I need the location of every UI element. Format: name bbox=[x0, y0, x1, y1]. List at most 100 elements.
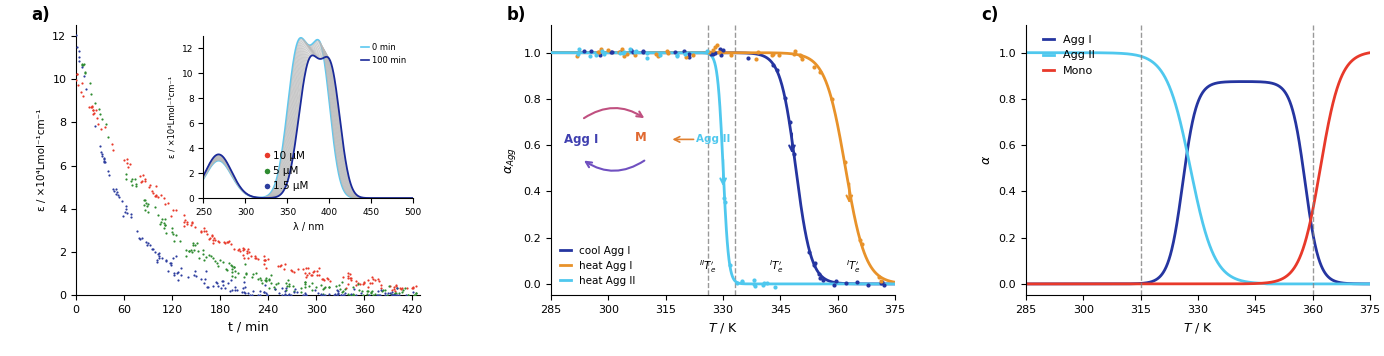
5 μM bbox=[217, 260, 239, 266]
1.5 μM bbox=[202, 283, 224, 288]
10 μM bbox=[281, 268, 303, 274]
1.5 μM bbox=[93, 159, 115, 165]
10 μM bbox=[194, 228, 216, 234]
10 μM bbox=[198, 236, 220, 242]
10 μM bbox=[159, 213, 181, 218]
5 μM bbox=[278, 281, 300, 287]
10 μM bbox=[147, 194, 169, 200]
5 μM bbox=[374, 287, 396, 293]
1.5 μM bbox=[303, 287, 325, 293]
10 μM bbox=[134, 178, 156, 184]
Point bbox=[632, 49, 655, 55]
Point bbox=[743, 283, 765, 289]
Point bbox=[584, 52, 606, 58]
1.5 μM bbox=[89, 143, 111, 148]
1.5 μM bbox=[108, 194, 130, 199]
10 μM bbox=[361, 274, 383, 280]
1.5 μM bbox=[242, 288, 264, 294]
Point bbox=[731, 278, 753, 284]
1.5 μM bbox=[212, 282, 234, 287]
Point bbox=[579, 53, 601, 59]
10 μM bbox=[306, 272, 328, 277]
1.5 μM bbox=[105, 191, 127, 197]
Point bbox=[608, 49, 630, 54]
5 μM bbox=[263, 284, 285, 290]
5 μM bbox=[188, 256, 210, 261]
Point bbox=[764, 284, 786, 290]
10 μM bbox=[129, 173, 151, 179]
5 μM bbox=[120, 177, 143, 182]
1.5 μM bbox=[161, 263, 183, 268]
5 μM bbox=[255, 278, 277, 283]
5 μM bbox=[368, 293, 390, 298]
1.5 μM bbox=[102, 188, 125, 194]
10 μM bbox=[237, 248, 259, 254]
5 μM bbox=[183, 242, 205, 248]
1.5 μM bbox=[105, 186, 127, 192]
1.5 μM bbox=[93, 155, 115, 161]
5 μM bbox=[162, 238, 184, 244]
heat Agg II bbox=[543, 51, 559, 55]
5 μM bbox=[154, 221, 176, 226]
Point bbox=[718, 262, 740, 268]
heat Agg I bbox=[752, 51, 768, 55]
1.5 μM bbox=[264, 286, 286, 292]
10 μM bbox=[181, 219, 203, 225]
10 μM bbox=[293, 271, 316, 276]
1.5 μM bbox=[327, 287, 349, 293]
Point bbox=[590, 46, 612, 52]
5 μM bbox=[192, 247, 215, 253]
1.5 μM bbox=[234, 284, 256, 290]
1.5 μM bbox=[310, 291, 332, 297]
5 μM bbox=[251, 277, 273, 283]
Point bbox=[597, 47, 619, 53]
Text: M: M bbox=[635, 131, 646, 143]
1.5 μM bbox=[148, 253, 170, 259]
10 μM bbox=[245, 253, 267, 259]
10 μM bbox=[255, 265, 277, 271]
5 μM bbox=[289, 289, 311, 294]
5 μM bbox=[224, 268, 246, 273]
Point bbox=[609, 50, 631, 56]
Point bbox=[657, 51, 680, 56]
1.5 μM bbox=[185, 273, 208, 279]
1.5 μM bbox=[268, 290, 291, 295]
Point bbox=[706, 42, 728, 47]
cool Agg I bbox=[804, 257, 821, 262]
5 μM bbox=[165, 232, 187, 238]
5 μM bbox=[360, 290, 382, 296]
10 μM bbox=[353, 280, 375, 286]
10 μM bbox=[237, 256, 259, 261]
1.5 μM bbox=[277, 292, 299, 298]
Point bbox=[810, 69, 832, 74]
Point bbox=[612, 50, 634, 56]
5 μM bbox=[72, 62, 94, 67]
1.5 μM bbox=[255, 290, 277, 295]
5 μM bbox=[134, 200, 156, 206]
1.5 μM bbox=[205, 279, 227, 285]
1.5 μM bbox=[206, 280, 228, 286]
10 μM bbox=[267, 263, 289, 268]
10 μM bbox=[256, 257, 278, 262]
5 μM bbox=[267, 280, 289, 286]
10 μM bbox=[195, 228, 217, 234]
10 μM bbox=[317, 276, 339, 282]
1.5 μM bbox=[324, 291, 346, 297]
1.5 μM bbox=[280, 293, 302, 298]
1.5 μM bbox=[209, 285, 231, 290]
1.5 μM bbox=[274, 292, 296, 297]
5 μM bbox=[386, 286, 408, 291]
10 μM bbox=[80, 104, 102, 109]
5 μM bbox=[154, 222, 176, 228]
1.5 μM bbox=[307, 290, 329, 295]
10 μM bbox=[284, 269, 306, 274]
Point bbox=[825, 278, 847, 284]
Text: a): a) bbox=[32, 5, 50, 23]
1.5 μM bbox=[350, 290, 372, 296]
5 μM bbox=[275, 280, 298, 286]
Point bbox=[753, 282, 775, 287]
5 μM bbox=[310, 282, 332, 288]
5 μM bbox=[206, 261, 228, 266]
1.5 μM bbox=[314, 293, 336, 298]
5 μM bbox=[388, 290, 410, 295]
